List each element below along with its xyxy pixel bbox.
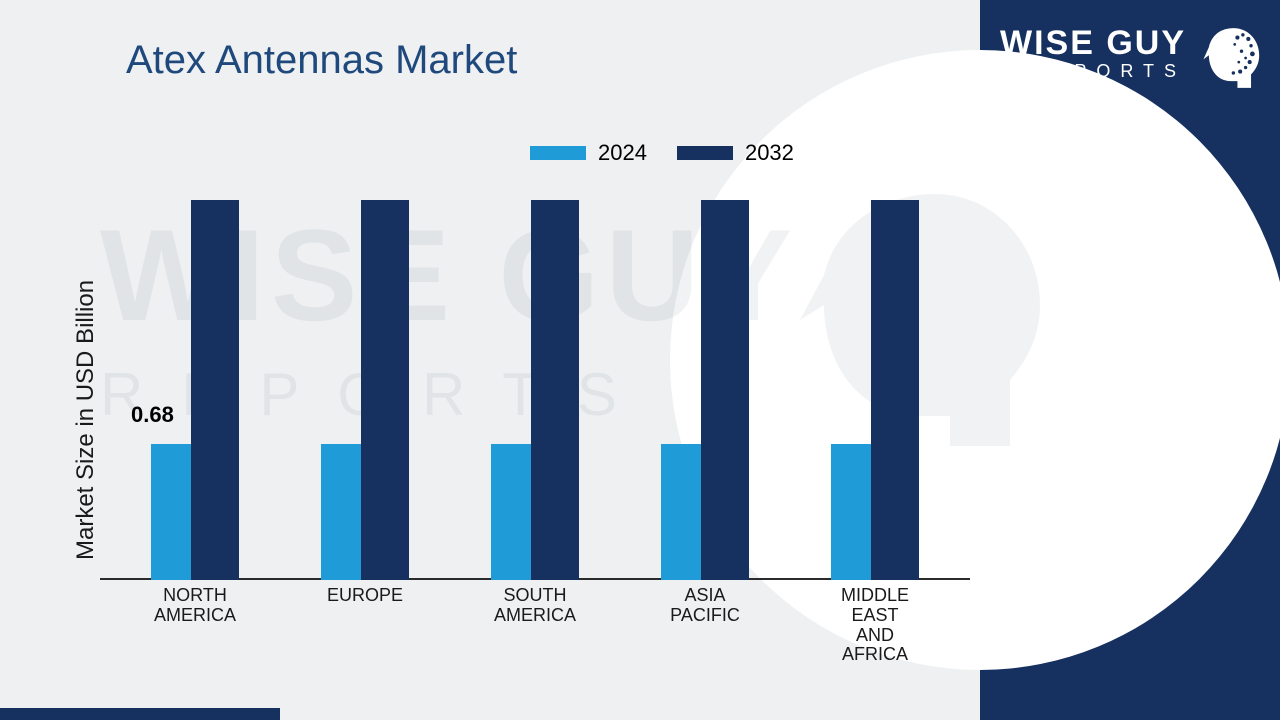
bar-2032-3 — [701, 200, 749, 580]
category-label-2: SOUTHAMERICA — [450, 586, 620, 626]
category-label-4: MIDDLEEASTANDAFRICA — [790, 586, 960, 665]
y-axis-label: Market Size in USD Billion — [72, 280, 100, 560]
chart-canvas: WISE GUY REPORTS Atex Antennas Market WISE … — [0, 0, 1280, 720]
bar-2032-0 — [191, 200, 239, 580]
brand-logo: WISE GUY REPORTS — [1000, 28, 1186, 79]
legend-item-2032: 2032 — [677, 140, 794, 166]
bottom-accent-bar — [0, 708, 280, 720]
brand-logo-icon — [1198, 24, 1266, 92]
category-label-1: EUROPE — [280, 586, 450, 606]
bar-2032-2 — [531, 200, 579, 580]
value-label-0: 0.68 — [131, 402, 174, 428]
bar-2032-1 — [361, 200, 409, 580]
brand-logo-line2: REPORTS — [1000, 63, 1186, 79]
chart-area: NORTHAMERICAEUROPESOUTHAMERICAASIAPACIFI… — [100, 180, 970, 580]
category-label-0: NORTHAMERICA — [110, 586, 280, 626]
legend-swatch-2024 — [530, 146, 586, 160]
brand-logo-line1: WISE GUY — [1000, 28, 1186, 59]
legend-item-2024: 2024 — [530, 140, 647, 166]
legend-label-2024: 2024 — [598, 140, 647, 166]
chart-title: Atex Antennas Market — [126, 38, 517, 83]
legend-label-2032: 2032 — [745, 140, 794, 166]
legend: 2024 2032 — [530, 140, 794, 166]
legend-swatch-2032 — [677, 146, 733, 160]
bar-2032-4 — [871, 200, 919, 580]
category-label-3: ASIAPACIFIC — [620, 586, 790, 626]
